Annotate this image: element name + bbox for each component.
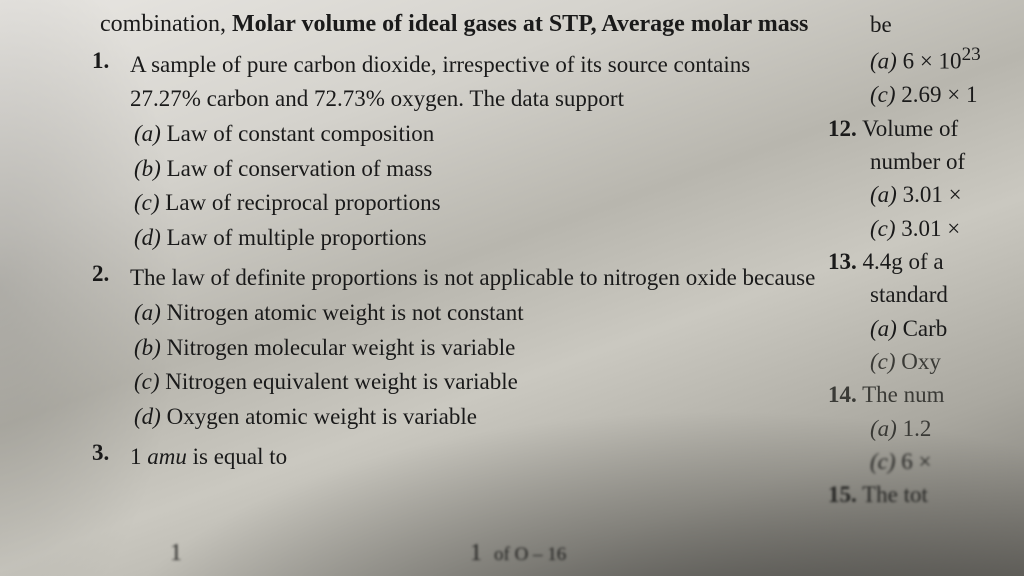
header-pre: combination, (100, 11, 232, 37)
left-column: combination, Molar volume of ideal gases… (100, 8, 820, 474)
textbook-page: combination, Molar volume of ideal gases… (0, 0, 1024, 576)
header-bold: Molar volume of ideal gases at STP, Aver… (232, 11, 808, 37)
q1-options: (a) Law of constant composition (b) Law … (134, 117, 820, 255)
right-opt-c1: (c) 2.69 × 1 (870, 78, 1024, 111)
right-q13-line2: standard (870, 278, 1024, 311)
section-header: combination, Molar volume of ideal gases… (100, 8, 820, 40)
q1-number: 1. (92, 48, 109, 74)
q2-text: The law of definite proportions is not a… (130, 261, 820, 294)
q1-text: A sample of pure carbon dioxide, irrespe… (130, 48, 820, 115)
q1-opt-c: (c) Law of reciprocal proportions (134, 186, 820, 221)
q3-text: 1 amu is equal to (130, 440, 820, 473)
right-q14-a: (a) 1.2 (870, 412, 1024, 445)
q3-frac-1: 1 (170, 540, 182, 567)
q2-opt-b: (b) Nitrogen molecular weight is variabl… (134, 331, 820, 366)
right-q13-c: (c) Oxy (870, 345, 1024, 378)
question-2: 2. The law of definite proportions is no… (130, 261, 820, 434)
q1-opt-d: (d) Law of multiple proportions (134, 221, 820, 256)
q2-opt-c: (c) Nitrogen equivalent weight is variab… (134, 365, 820, 400)
right-q15: 15. The tot (828, 478, 1024, 511)
right-q12-line2: number of (870, 145, 1024, 178)
q2-options: (a) Nitrogen atomic weight is not consta… (134, 296, 820, 434)
right-q12: 12. Volume of (828, 112, 1024, 145)
right-q13-a: (a) Carb (870, 312, 1024, 345)
right-q14: 14. The num (828, 378, 1024, 411)
right-q13: 13. 4.4g of a (828, 245, 1024, 278)
q2-number: 2. (92, 261, 109, 287)
right-q12-a: (a) 3.01 × (870, 178, 1024, 211)
right-column: be (a) 6 × 1023 (c) 2.69 × 1 12. Volume … (870, 8, 1024, 512)
right-q14-c: (c) 6 × (870, 445, 1024, 478)
right-q12-c: (c) 3.01 × (870, 212, 1024, 245)
right-opt-a1: (a) 6 × 1023 (870, 41, 1024, 78)
question-3: 3. 1 amu is equal to (130, 440, 820, 473)
right-be: be (870, 8, 1024, 41)
question-1: 1. A sample of pure carbon dioxide, irre… (130, 48, 820, 255)
q2-opt-a: (a) Nitrogen atomic weight is not consta… (134, 296, 820, 331)
q3-number: 3. (92, 440, 109, 466)
q1-opt-b: (b) Law of conservation of mass (134, 152, 820, 187)
q1-opt-a: (a) Law of constant composition (134, 117, 820, 152)
q2-opt-d: (d) Oxygen atomic weight is variable (134, 400, 820, 435)
q3-frac-2: 1 of O – 16 (470, 540, 566, 567)
